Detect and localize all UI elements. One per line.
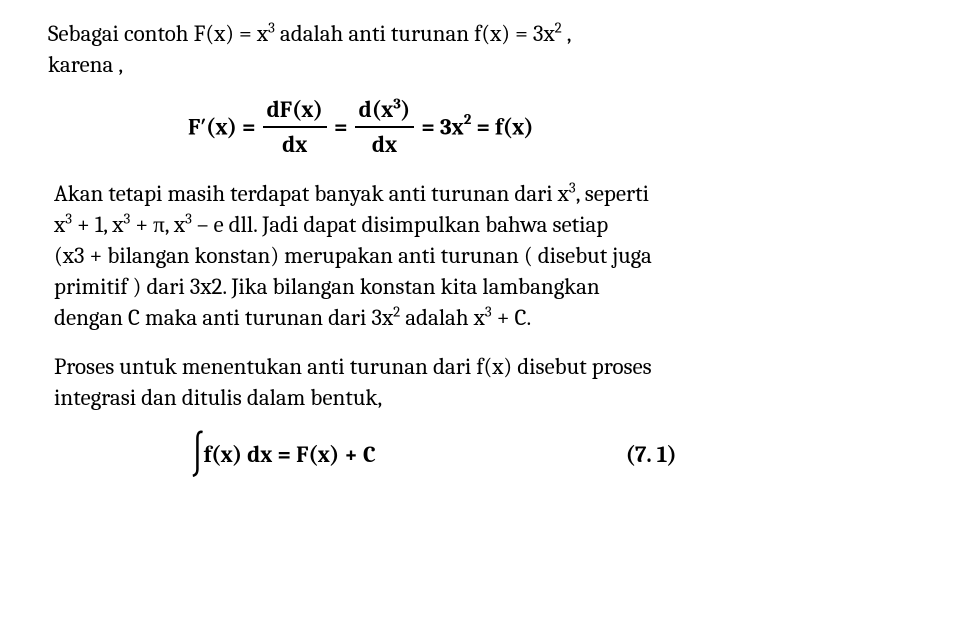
p3-l1: Proses untuk menentukan anti turunan dar… [54, 353, 652, 380]
eq1-frac2-num-exp: 3 [393, 95, 401, 112]
intro-line1-c: , [562, 20, 572, 47]
p2-l2e1: 3 [65, 211, 72, 228]
eq1-frac2-den: dx [355, 128, 415, 160]
equation-2: ∫ f(x) dx = F(x) + C (7. 1) [48, 424, 920, 486]
p2-l5b: adalah x [400, 304, 485, 331]
intro-line2: karena , [48, 51, 123, 78]
p2-l2c: + π, x [130, 211, 185, 238]
p2-l1e: 3 [569, 180, 576, 197]
intro-line1-b: adalah anti turunan f(x) = 3x [275, 20, 555, 47]
eq2-body: f(x) dx = F(x) + C [204, 439, 376, 470]
eq1-frac1-num: dF(x) [263, 94, 327, 128]
p2-l2a: x [54, 211, 65, 238]
eq1-frac1-den: dx [263, 128, 327, 160]
intro-line1-a: Sebagai contoh F(x) = x [48, 20, 268, 47]
intro-line1-exp2: 2 [555, 19, 562, 36]
eq1-frac2-num: d(x3) [355, 94, 415, 128]
p2-l1a: Akan tetapi masih terdapat banyak anti t… [54, 180, 569, 207]
integral-icon: ∫ [191, 424, 205, 486]
eq1-lhs: F′(x) = [188, 114, 261, 141]
equation-1: F′(x) = dF(x) dx = d(x3) dx = 3x2 = f(x) [48, 94, 920, 160]
p3-l2: integrasi dan ditulis dalam bentuk, [54, 384, 382, 411]
eq2-number: (7. 1) [626, 439, 677, 470]
eq1-frac2: d(x3) dx [355, 94, 415, 160]
p2-l5c: + C. [492, 304, 532, 331]
paragraph-2: Akan tetapi masih terdapat banyak anti t… [48, 178, 920, 333]
intro-paragraph: Sebagai contoh F(x) = x3 adalah anti tur… [48, 18, 920, 80]
eq1-mid2: = 3x [421, 114, 463, 141]
eq1-mid1: = [334, 114, 353, 141]
p2-l5e2: 3 [485, 304, 492, 321]
eq1-frac1: dF(x) dx [263, 94, 327, 160]
p2-l1b: , seperti [576, 180, 649, 207]
eq1-rhs-b: = f(x) [471, 114, 533, 141]
p2-l2b: + 1, x [72, 211, 123, 238]
paragraph-3: Proses untuk menentukan anti turunan dar… [48, 351, 920, 413]
p2-l2d: – e dll. Jadi dapat disimpulkan bahwa se… [192, 211, 608, 238]
eq1-frac2-num-b: ) [401, 96, 410, 123]
p2-l3: (x3 + bilangan konstan) merupakan anti t… [54, 242, 652, 269]
p2-l5a: dengan C maka anti turunan dari 3x [54, 304, 393, 331]
intro-line1-exp1: 3 [268, 19, 275, 36]
p2-l2e3: 3 [185, 211, 192, 228]
eq1-frac2-num-a: d(x [359, 96, 394, 123]
p2-l4: primitif ) dari 3x2. Jika bilangan konst… [54, 273, 600, 300]
